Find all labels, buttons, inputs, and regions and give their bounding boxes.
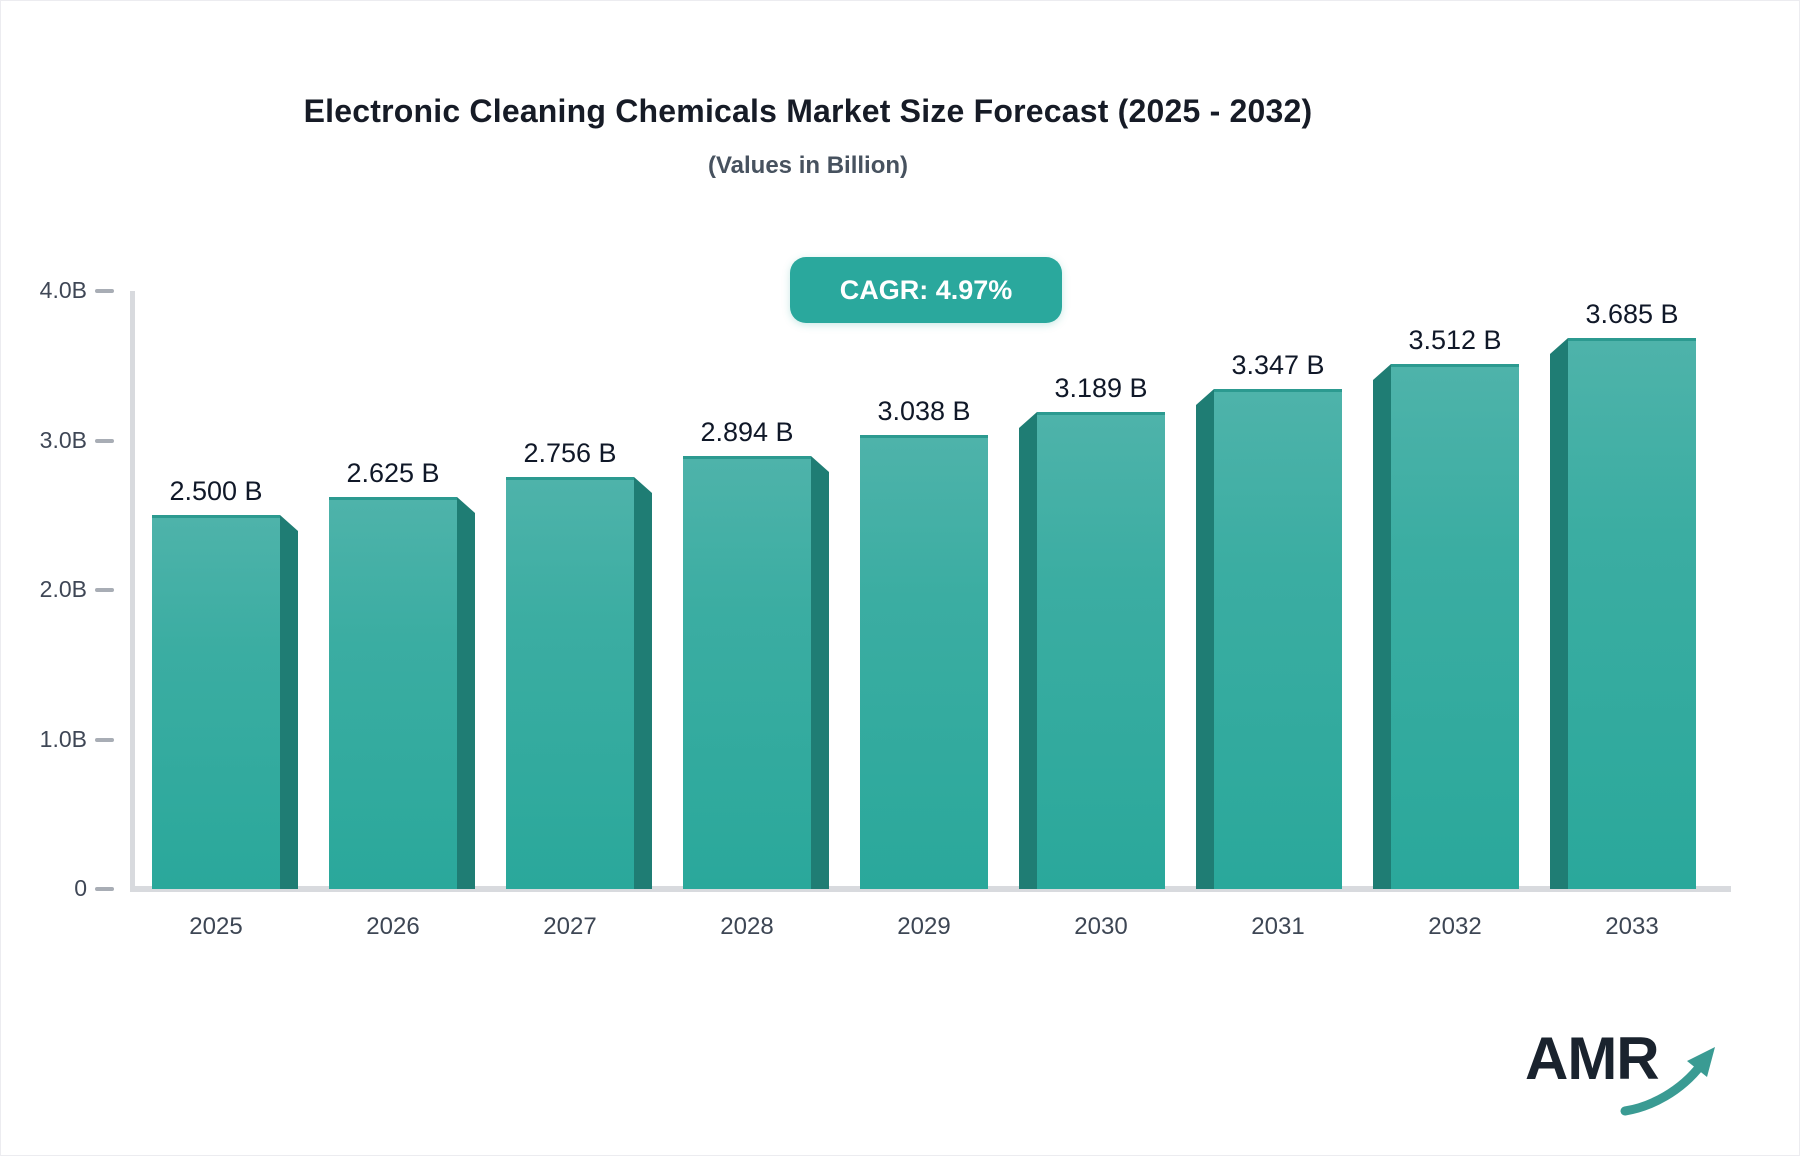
bar-2031: 3.347 B <box>1196 350 1342 889</box>
bar-side-shadow <box>1373 364 1391 889</box>
x-axis-tick-label: 2031 <box>1251 913 1305 940</box>
x-axis-tick-label: 2027 <box>543 913 597 940</box>
bar-side-shadow <box>1019 412 1037 889</box>
bar-face <box>329 497 457 889</box>
amr-logo: AMR <box>1525 1029 1735 1119</box>
bar-2029: 3.038 B <box>860 396 988 889</box>
cagr-badge: CAGR: 4.97% <box>790 257 1062 323</box>
bar-value-label: 2.894 B <box>700 417 794 447</box>
bar-2025: 2.500 B <box>152 476 298 889</box>
y-axis-tick-label: 1.0B <box>39 725 87 752</box>
y-axis-tick-label: 4.0B <box>39 277 87 303</box>
bar-side-shadow <box>457 497 475 889</box>
trend-up-arrow-icon <box>1620 1047 1715 1116</box>
bar-value-label: 3.189 B <box>1054 373 1148 403</box>
bar-value-label: 3.038 B <box>877 396 971 426</box>
bar-2032: 3.512 B <box>1373 325 1519 889</box>
bar-face <box>1391 364 1519 889</box>
x-axis-tick-label: 2028 <box>720 913 774 940</box>
x-axis-tick-label: 2030 <box>1074 913 1128 940</box>
bar-side-shadow <box>811 456 829 889</box>
y-axis-tick-label: 3.0B <box>39 426 87 453</box>
bar-face <box>152 515 280 889</box>
bar-value-label: 3.512 B <box>1408 325 1502 355</box>
bar-2026: 2.625 B <box>329 458 475 889</box>
bar-face <box>683 456 811 889</box>
bar-2028: 2.894 B <box>683 417 829 889</box>
x-axis-tick-label: 2033 <box>1605 913 1659 940</box>
x-axis-tick-label: 2029 <box>897 913 951 940</box>
bar-value-label: 2.756 B <box>523 438 617 468</box>
bar-face <box>1214 389 1342 889</box>
y-axis-tick <box>95 887 114 891</box>
bar-side-shadow <box>634 477 652 889</box>
bar-side-shadow <box>280 515 298 889</box>
cagr-badge-label: CAGR: 4.97% <box>839 274 1013 305</box>
x-axis-tick-label: 2025 <box>189 913 243 940</box>
bar-2033: 3.685 B <box>1550 299 1696 889</box>
bar-side-shadow <box>1196 389 1214 889</box>
bar-value-label: 2.500 B <box>169 476 263 506</box>
y-axis-tick <box>95 588 114 592</box>
bar-face <box>860 435 988 889</box>
x-axis-baseline <box>130 886 1731 892</box>
chart-title: Electronic Cleaning Chemicals Market Siz… <box>303 93 1313 129</box>
amr-logo-text: AMR <box>1525 1025 1660 1092</box>
bar-value-label: 3.347 B <box>1231 350 1325 380</box>
y-axis-tick <box>95 289 114 293</box>
y-axis-tick <box>95 438 114 443</box>
bar-face <box>1568 338 1696 889</box>
bar-2027: 2.756 B <box>506 438 652 889</box>
y-axis-line <box>130 291 135 889</box>
y-axis-tick <box>95 737 114 742</box>
x-axis-tick-label: 2032 <box>1428 913 1482 940</box>
bar-2030: 3.189 B <box>1019 373 1165 889</box>
y-axis-tick-label: 0 <box>74 875 87 901</box>
x-axis-tick-label: 2026 <box>366 913 420 940</box>
y-axis-tick-label: 2.0B <box>39 576 87 602</box>
bar-face <box>1037 412 1165 889</box>
bar-value-label: 3.685 B <box>1585 299 1679 329</box>
chart-header: Electronic Cleaning Chemicals Market Siz… <box>1 93 1615 180</box>
bar-value-label: 2.625 B <box>346 458 440 488</box>
bar-face <box>506 477 634 889</box>
chart-subtitle: (Values in Billion) <box>707 152 909 179</box>
bar-side-shadow <box>1550 338 1568 889</box>
